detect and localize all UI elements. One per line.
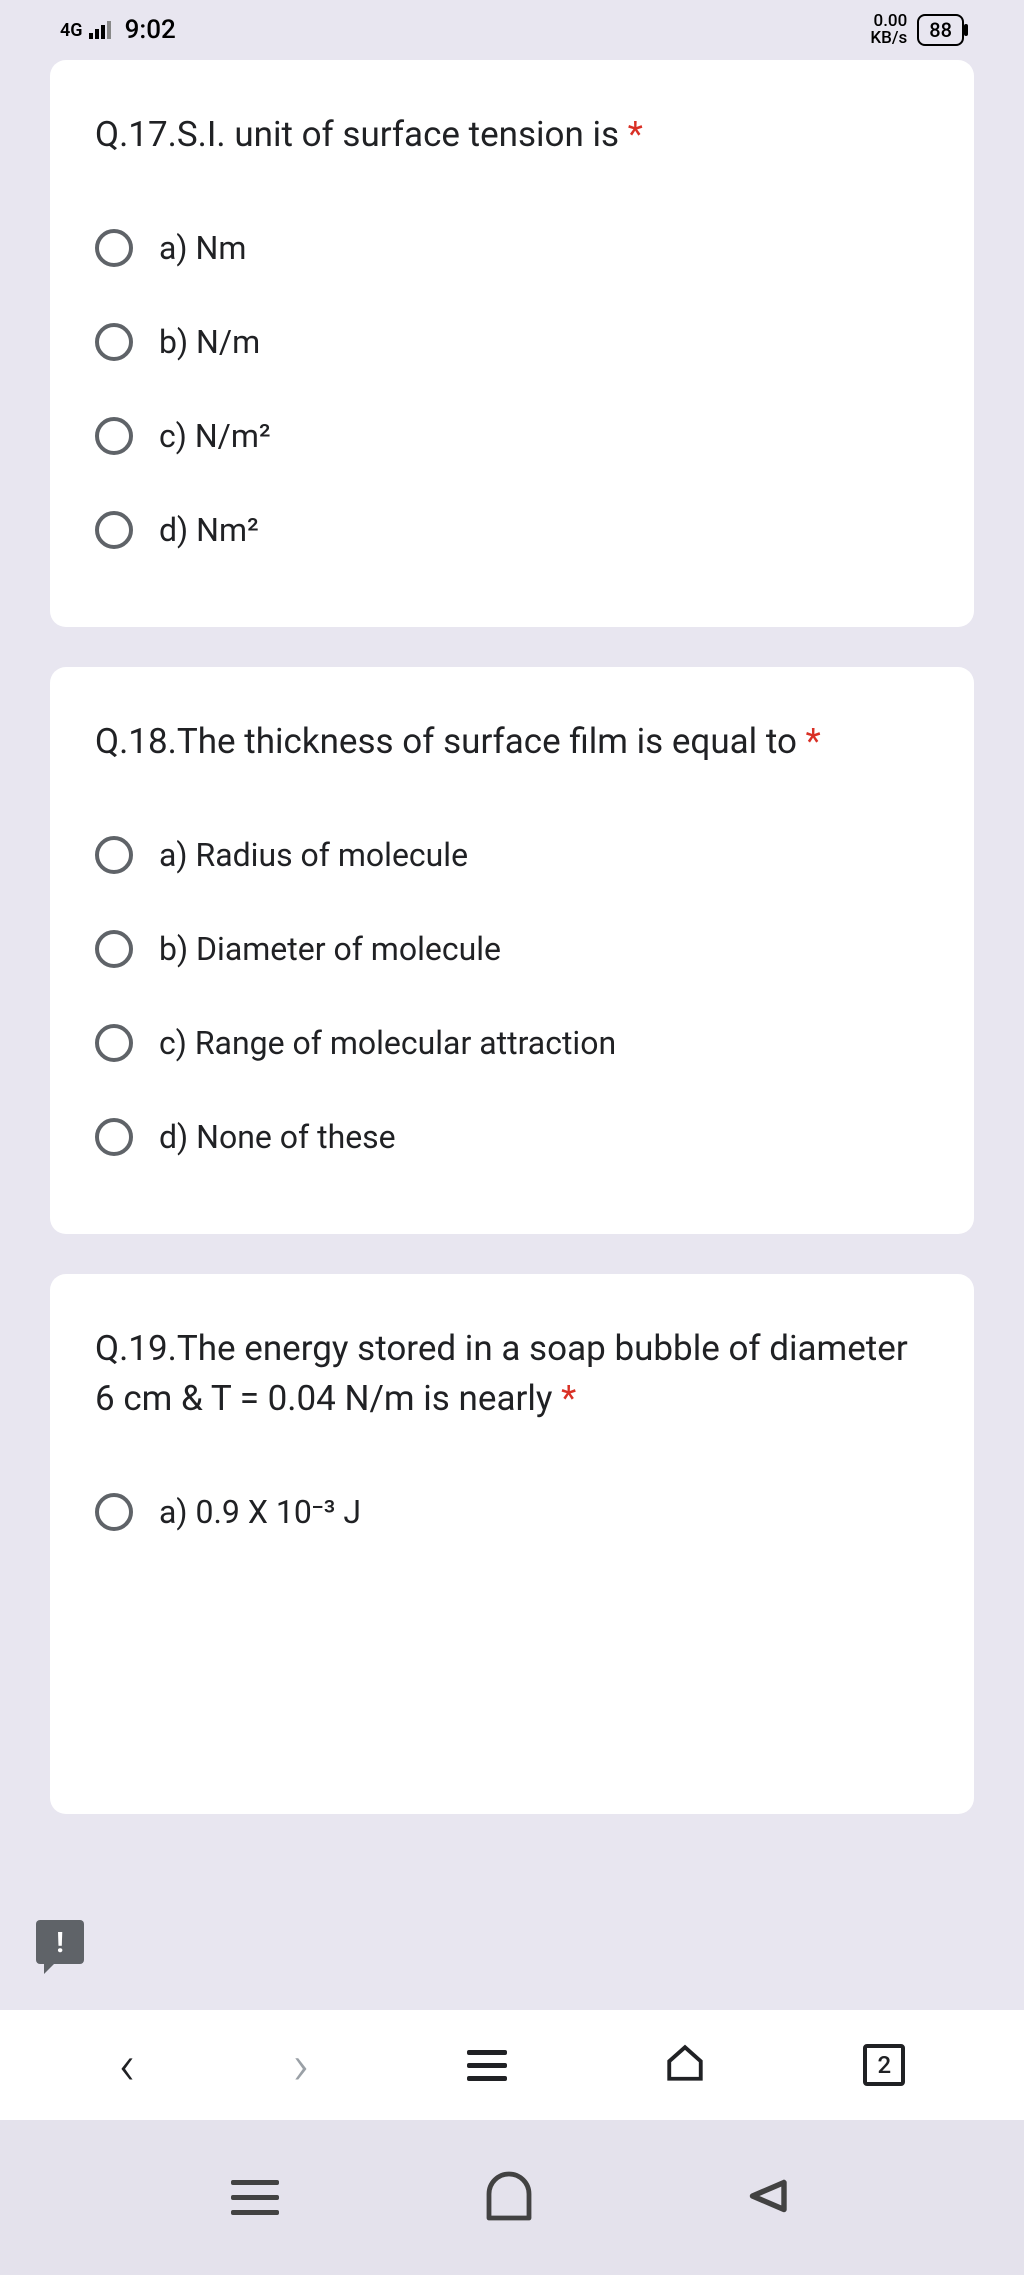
option-label: b) Diameter of molecule: [159, 930, 501, 968]
question-title: Q.17.S.I. unit of surface tension is *: [95, 110, 929, 161]
question-card-19: Q.19.The energy stored in a soap bubble …: [50, 1274, 974, 1814]
option-label: a) Nm: [159, 229, 246, 267]
radio-icon[interactable]: [95, 1024, 133, 1062]
option-label: b) N/m: [159, 323, 260, 361]
option-d[interactable]: d) None of these: [95, 1090, 929, 1184]
option-a[interactable]: a) Nm: [95, 201, 929, 295]
option-d[interactable]: d) Nm²: [95, 483, 929, 577]
option-c[interactable]: c) Range of molecular attraction: [95, 996, 929, 1090]
required-asterisk: *: [628, 114, 643, 155]
signal-bars-icon: [89, 21, 111, 39]
network-type: 4G: [60, 20, 83, 41]
question-text: Q.19.The energy stored in a soap bubble …: [95, 1328, 908, 1420]
speed-unit: KB/s: [870, 30, 907, 47]
question-title: Q.18.The thickness of surface film is eq…: [95, 717, 929, 768]
back-button[interactable]: ‹: [119, 2032, 136, 2098]
question-title: Q.19.The energy stored in a soap bubble …: [95, 1324, 929, 1426]
radio-icon[interactable]: [95, 323, 133, 361]
question-text: Q.17.S.I. unit of surface tension is: [95, 114, 619, 155]
option-a[interactable]: a) Radius of molecule: [95, 808, 929, 902]
clock: 9:02: [125, 15, 176, 45]
option-a[interactable]: a) 0.9 X 10⁻³ J: [95, 1465, 929, 1559]
option-label: a) 0.9 X 10⁻³ J: [159, 1493, 361, 1531]
tabs-button[interactable]: 2: [863, 2044, 905, 2086]
radio-icon[interactable]: [95, 836, 133, 874]
option-b[interactable]: b) N/m: [95, 295, 929, 389]
option-label: c) N/m²: [159, 417, 271, 455]
status-left: 4G 9:02: [60, 15, 176, 45]
option-label: d) Nm²: [159, 511, 259, 549]
feedback-button[interactable]: !: [36, 1920, 84, 1964]
menu-icon[interactable]: [467, 2050, 507, 2081]
back-button-system[interactable]: [739, 2169, 793, 2227]
radio-icon[interactable]: [95, 229, 133, 267]
option-label: a) Radius of molecule: [159, 836, 468, 874]
recents-button[interactable]: [231, 2180, 279, 2215]
exclamation-icon: !: [56, 1926, 64, 1959]
home-icon[interactable]: [664, 2042, 706, 2088]
data-speed: 0.00 KB/s: [870, 13, 907, 47]
system-nav-bar: [0, 2120, 1024, 2275]
question-card-17: Q.17.S.I. unit of surface tension is * a…: [50, 60, 974, 627]
radio-icon[interactable]: [95, 930, 133, 968]
radio-icon[interactable]: [95, 1118, 133, 1156]
battery-indicator: 88: [917, 14, 964, 46]
tab-count: 2: [877, 2051, 891, 2079]
option-label: d) None of these: [159, 1118, 396, 1156]
radio-icon[interactable]: [95, 1493, 133, 1531]
question-text: Q.18.The thickness of surface film is eq…: [95, 721, 797, 762]
required-asterisk: *: [561, 1378, 576, 1419]
status-right: 0.00 KB/s 88: [870, 13, 964, 47]
status-bar: 4G 9:02 0.00 KB/s 88: [0, 0, 1024, 60]
form-content: Q.17.S.I. unit of surface tension is * a…: [0, 60, 1024, 1814]
option-b[interactable]: b) Diameter of molecule: [95, 902, 929, 996]
home-button[interactable]: [481, 2170, 537, 2226]
option-label: c) Range of molecular attraction: [159, 1024, 616, 1062]
question-card-18: Q.18.The thickness of surface film is eq…: [50, 667, 974, 1234]
radio-icon[interactable]: [95, 417, 133, 455]
browser-toolbar: ‹ › 2: [0, 2010, 1024, 2120]
radio-icon[interactable]: [95, 511, 133, 549]
required-asterisk: *: [806, 721, 821, 762]
forward-button[interactable]: ›: [293, 2032, 310, 2098]
option-c[interactable]: c) N/m²: [95, 389, 929, 483]
